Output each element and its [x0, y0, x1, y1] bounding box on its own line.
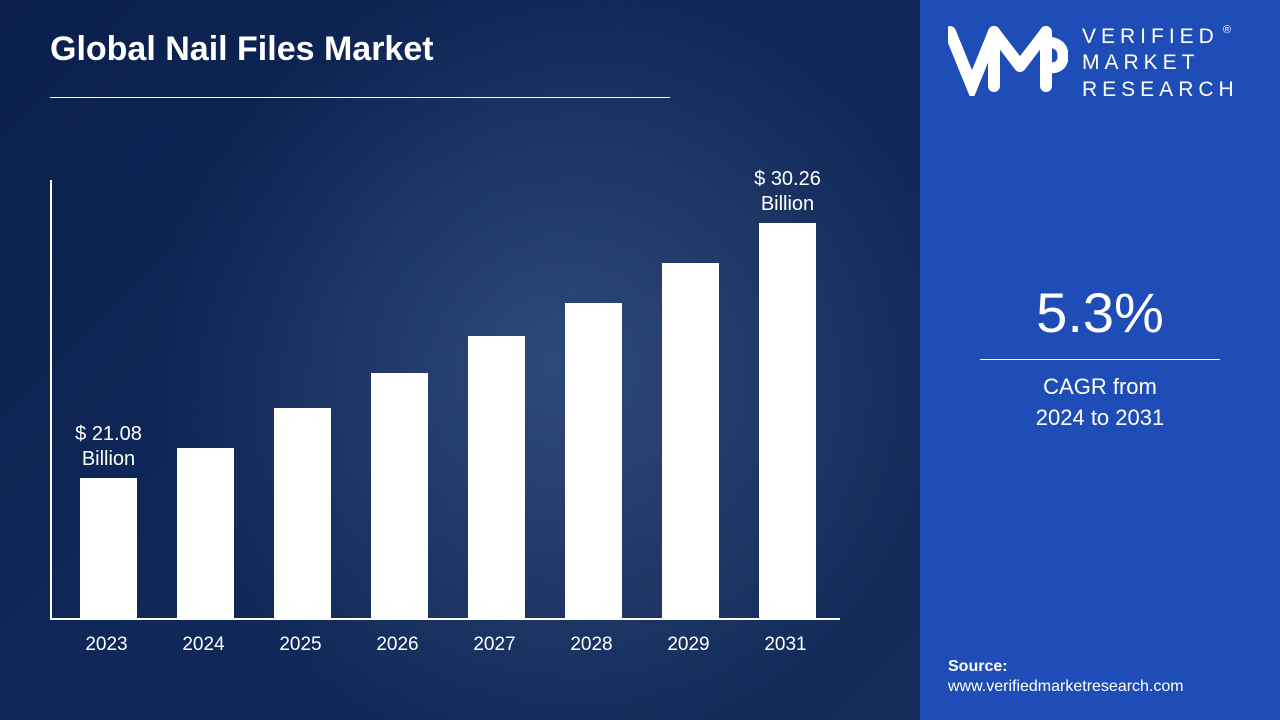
x-label-5: 2028 [563, 626, 620, 660]
source-label: Source: [948, 658, 1184, 676]
bar-2024 [177, 448, 234, 618]
bar-2027 [468, 336, 525, 618]
x-axis-labels: 2023 2024 2025 2026 2027 2028 2029 2031 [50, 626, 840, 660]
brand-line3: RESEARCH [1082, 78, 1239, 101]
bar-label-last-l2: Billion [761, 193, 814, 215]
x-label-4: 2027 [466, 626, 523, 660]
source-block: Source: www.verifiedmarketresearch.com [948, 658, 1184, 696]
x-label-2: 2025 [272, 626, 329, 660]
x-label-7: 2031 [757, 626, 814, 660]
cagr-value: 5.3% [920, 280, 1280, 345]
page-title: Global Nail Files Market [50, 30, 870, 69]
title-underline [50, 97, 670, 98]
cagr-text-l1: CAGR from [1043, 374, 1157, 399]
brand-logo: VERIFIED ® MARKET RESEARCH [948, 24, 1252, 103]
bar-label-last: $ 30.26 Billion [754, 167, 821, 217]
bar-2028 [565, 303, 622, 618]
bar-label-last-l1: $ 30.26 [754, 168, 821, 190]
brand-line2: MARKET [1082, 51, 1200, 74]
bar-label-first: $ 21.08 Billion [75, 422, 142, 472]
bar-2025 [274, 408, 331, 618]
cagr-text-l2: 2024 to 2031 [1036, 405, 1164, 430]
x-label-1: 2024 [175, 626, 232, 660]
bar-label-first-l1: $ 21.08 [75, 423, 142, 445]
bar-2026 [371, 373, 428, 618]
right-panel: VERIFIED ® MARKET RESEARCH 5.3% CAGR from… [920, 0, 1280, 720]
cagr-text: CAGR from 2024 to 2031 [920, 372, 1280, 434]
bar-2029 [662, 263, 719, 618]
registered-icon: ® [1223, 24, 1236, 36]
bar-2023: $ 21.08 Billion [80, 478, 137, 618]
x-label-3: 2026 [369, 626, 426, 660]
x-label-0: 2023 [78, 626, 135, 660]
cagr-divider [980, 359, 1220, 360]
bars-container: $ 21.08 Billion $ 30.26 Billion [50, 180, 840, 620]
vmr-logo-icon [948, 24, 1068, 96]
bar-2031: $ 30.26 Billion [759, 223, 816, 618]
source-url: www.verifiedmarketresearch.com [948, 678, 1184, 696]
market-chart: $ 21.08 Billion $ 30.26 Billion 2023 202… [50, 180, 840, 660]
brand-text: VERIFIED ® MARKET RESEARCH [1082, 24, 1239, 103]
bar-label-first-l2: Billion [82, 448, 135, 470]
cagr-block: 5.3% CAGR from 2024 to 2031 [920, 280, 1280, 434]
left-panel: Global Nail Files Market $ 21.08 Billion… [0, 0, 920, 720]
x-label-6: 2029 [660, 626, 717, 660]
brand-line1: VERIFIED [1082, 25, 1219, 48]
